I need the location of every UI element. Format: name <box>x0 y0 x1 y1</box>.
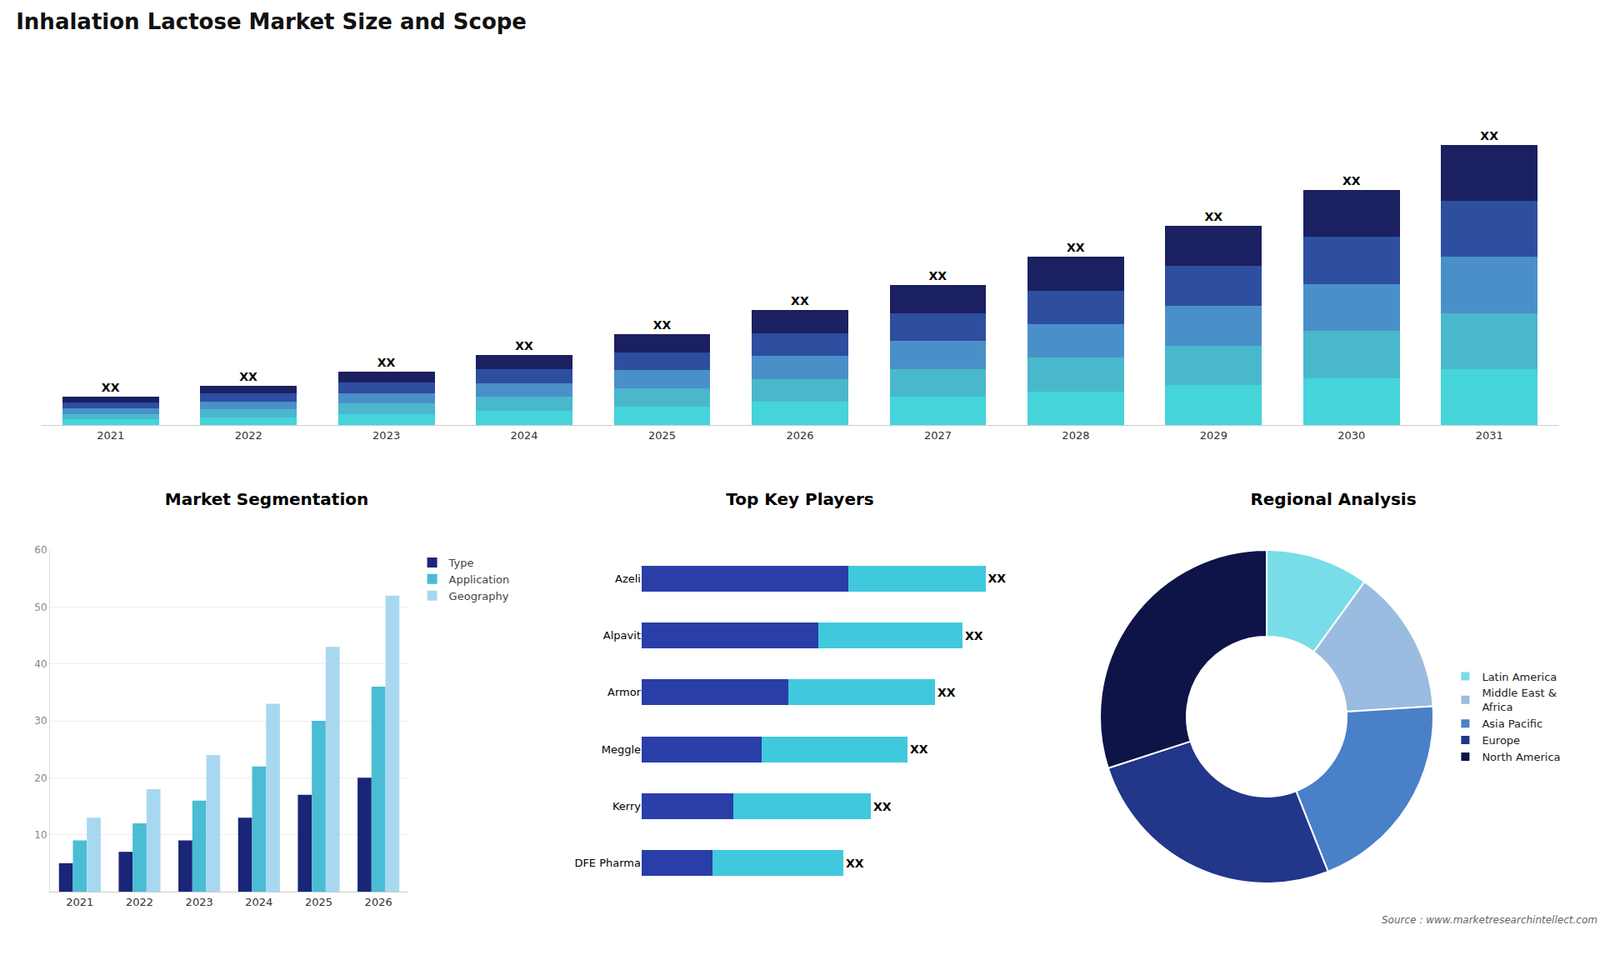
svg-text:40: 40 <box>34 658 47 670</box>
svg-text:2023: 2023 <box>372 429 400 442</box>
svg-text:XX: XX <box>965 629 984 643</box>
svg-text:2024: 2024 <box>510 429 539 442</box>
svg-text:XX: XX <box>1342 174 1361 188</box>
svg-text:XX: XX <box>873 800 892 814</box>
svg-text:Top Key Players: Top Key Players <box>725 489 874 510</box>
svg-text:30: 30 <box>34 715 47 727</box>
svg-text:North America: North America <box>1481 750 1560 764</box>
svg-text:Armor: Armor <box>607 685 642 699</box>
svg-text:DFE Pharma: DFE Pharma <box>574 856 641 870</box>
svg-text:2025: 2025 <box>648 429 676 442</box>
svg-text:Source : www.marketresearchint: Source : www.marketresearchintellect.com <box>1381 914 1598 926</box>
svg-text:Latin America: Latin America <box>1481 670 1557 684</box>
svg-text:XX: XX <box>1480 129 1499 143</box>
svg-text:2026: 2026 <box>785 429 814 442</box>
svg-text:XX: XX <box>790 294 810 308</box>
svg-text:2027: 2027 <box>924 429 952 442</box>
svg-text:Type: Type <box>448 556 475 570</box>
svg-text:Regional Analysis: Regional Analysis <box>1250 489 1416 510</box>
svg-text:Meggle: Meggle <box>601 743 641 756</box>
svg-text:Azeli: Azeli <box>615 572 641 585</box>
svg-text:XX: XX <box>937 685 956 700</box>
svg-text:2025: 2025 <box>305 895 333 909</box>
svg-text:Asia Pacific: Asia Pacific <box>1481 717 1543 730</box>
svg-text:2029: 2029 <box>1200 429 1228 442</box>
svg-text:2021: 2021 <box>96 429 125 442</box>
svg-text:XX: XX <box>653 318 672 332</box>
svg-text:Geography: Geography <box>449 590 510 603</box>
svg-text:10: 10 <box>34 829 47 841</box>
svg-text:50: 50 <box>34 601 47 614</box>
svg-text:XX: XX <box>101 380 120 395</box>
svg-text:Middle East &Africa: Middle East &Africa <box>1481 686 1556 714</box>
svg-text:XX: XX <box>910 742 929 756</box>
svg-text:2031: 2031 <box>1475 429 1504 442</box>
svg-text:2024: 2024 <box>245 895 273 909</box>
svg-text:Market Segmentation: Market Segmentation <box>165 489 370 510</box>
svg-text:Alpavit: Alpavit <box>603 629 641 642</box>
svg-text:2028: 2028 <box>1061 429 1090 442</box>
svg-text:Inhalation Lactose Market Size: Inhalation Lactose Market Size and Scope <box>15 9 527 35</box>
svg-text:XX: XX <box>1204 210 1223 224</box>
svg-text:2023: 2023 <box>185 895 214 909</box>
svg-text:XX: XX <box>515 339 534 353</box>
svg-text:20: 20 <box>34 772 47 785</box>
svg-text:XX: XX <box>239 370 258 384</box>
svg-text:XX: XX <box>929 269 948 283</box>
svg-text:Application: Application <box>449 573 510 586</box>
svg-text:XX: XX <box>845 856 865 870</box>
svg-text:2022: 2022 <box>125 895 154 909</box>
svg-text:XX: XX <box>377 355 396 370</box>
svg-text:Kerry: Kerry <box>612 800 641 813</box>
svg-text:XX: XX <box>988 571 1007 585</box>
svg-text:2021: 2021 <box>65 895 94 909</box>
svg-text:Europe: Europe <box>1481 734 1520 747</box>
svg-text:2026: 2026 <box>365 895 393 909</box>
svg-text:60: 60 <box>34 544 47 556</box>
svg-text:2022: 2022 <box>235 429 263 442</box>
svg-text:2030: 2030 <box>1337 429 1365 442</box>
svg-text:XX: XX <box>1066 240 1085 255</box>
